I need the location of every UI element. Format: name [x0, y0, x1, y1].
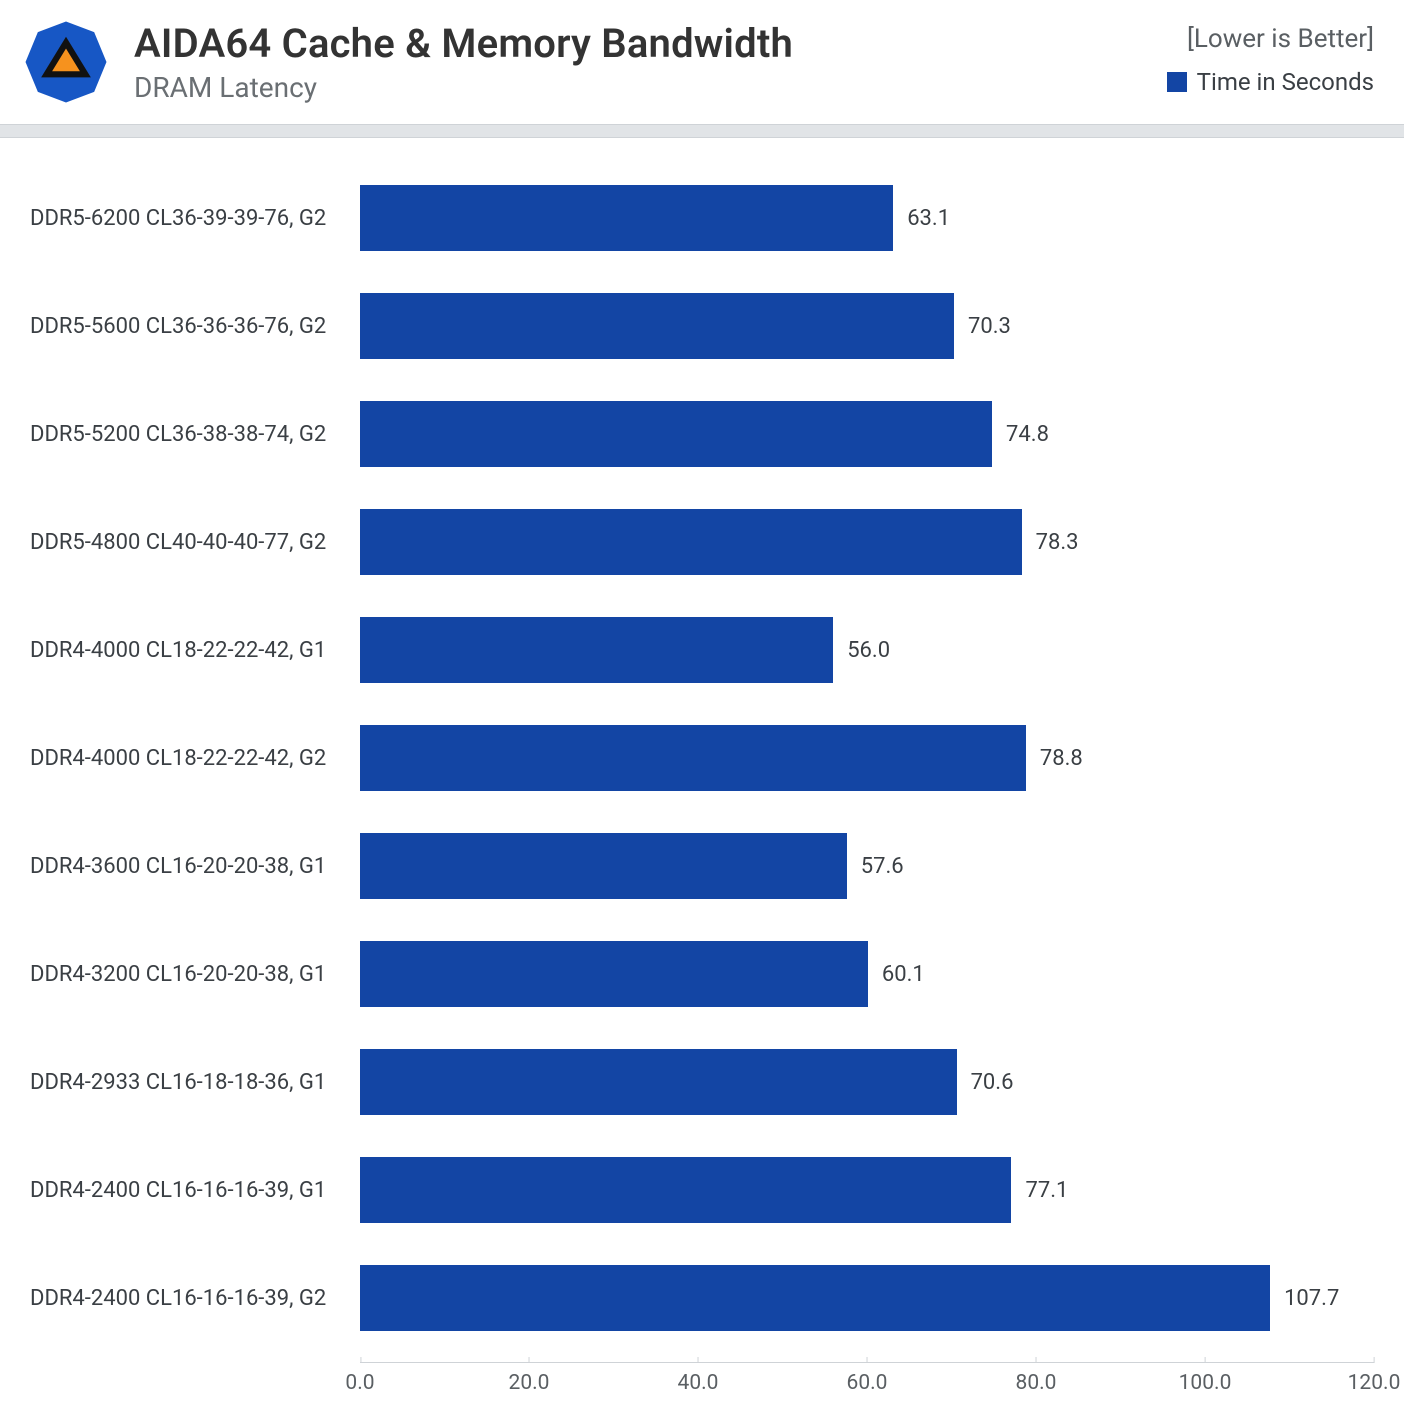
row-plot: 56.0	[360, 596, 1374, 704]
row-label: DDR4-2400 CL16-16-16-39, G1	[30, 1178, 360, 1203]
bar	[360, 509, 1022, 575]
bar	[360, 941, 868, 1007]
chart-row: DDR5-4800 CL40-40-40-77, G2 78.3	[30, 488, 1374, 596]
chart-row: DDR4-4000 CL18-22-22-42, G2 78.8	[30, 704, 1374, 812]
row-plot: 78.3	[360, 488, 1374, 596]
x-tick: 0.0	[345, 1363, 374, 1395]
row-plot: 70.3	[360, 272, 1374, 380]
chart-row: DDR5-5600 CL36-36-36-76, G2 70.3	[30, 272, 1374, 380]
value-label: 60.1	[882, 962, 925, 987]
legend-swatch-icon	[1167, 72, 1187, 92]
chart-header: AIDA64 Cache & Memory Bandwidth DRAM Lat…	[0, 0, 1404, 124]
x-tick: 120.0	[1348, 1363, 1401, 1395]
row-plot: 70.6	[360, 1028, 1374, 1136]
value-label: 70.3	[968, 314, 1011, 339]
value-label: 63.1	[907, 206, 950, 231]
site-logo-icon	[22, 18, 110, 106]
bar	[360, 833, 847, 899]
chart-subtitle: DRAM Latency	[134, 71, 1167, 104]
chart-row: DDR4-3200 CL16-20-20-38, G1 60.1	[30, 920, 1374, 1028]
x-tick: 80.0	[1016, 1363, 1057, 1395]
value-label: 77.1	[1025, 1178, 1068, 1203]
header-divider	[0, 124, 1404, 138]
row-plot: 107.7	[360, 1244, 1374, 1352]
row-label: DDR4-2933 CL16-18-18-36, G1	[30, 1070, 360, 1095]
chart-row: DDR5-5200 CL36-38-38-74, G2 74.8	[30, 380, 1374, 488]
x-tick: 20.0	[509, 1363, 550, 1395]
row-label: DDR5-5600 CL36-36-36-76, G2	[30, 314, 360, 339]
value-label: 74.8	[1006, 422, 1049, 447]
x-tick: 100.0	[1179, 1363, 1232, 1395]
row-label: DDR4-3200 CL16-20-20-38, G1	[30, 962, 360, 987]
bar	[360, 1049, 957, 1115]
chart-title: AIDA64 Cache & Memory Bandwidth	[134, 20, 1167, 67]
title-block: AIDA64 Cache & Memory Bandwidth DRAM Lat…	[134, 18, 1167, 104]
chart-row: DDR4-4000 CL18-22-22-42, G1 56.0	[30, 596, 1374, 704]
x-tick: 40.0	[678, 1363, 719, 1395]
row-plot: 78.8	[360, 704, 1374, 812]
x-tick: 60.0	[847, 1363, 888, 1395]
chart-row: DDR5-6200 CL36-39-39-76, G2 63.1	[30, 164, 1374, 272]
x-axis-row: 0.0 20.0 40.0 60.0 80.0 100.0 120.0	[0, 1362, 1404, 1420]
bar	[360, 293, 954, 359]
value-label: 56.0	[847, 638, 890, 663]
row-plot: 60.1	[360, 920, 1374, 1028]
chart-row: DDR4-2400 CL16-16-16-39, G1 77.1	[30, 1136, 1374, 1244]
logo-svg	[22, 18, 110, 106]
value-label: 57.6	[861, 854, 904, 879]
chart-row: DDR4-2933 CL16-18-18-36, G1 70.6	[30, 1028, 1374, 1136]
value-label: 70.6	[971, 1070, 1014, 1095]
chart-row: DDR4-2400 CL16-16-16-39, G2 107.7	[30, 1244, 1374, 1352]
row-label: DDR5-6200 CL36-39-39-76, G2	[30, 206, 360, 231]
row-label: DDR4-3600 CL16-20-20-38, G1	[30, 854, 360, 879]
row-plot: 74.8	[360, 380, 1374, 488]
bar	[360, 1265, 1270, 1331]
value-label: 107.7	[1284, 1286, 1339, 1311]
legend-note: [Lower is Better]	[1167, 24, 1374, 54]
legend-label: Time in Seconds	[1197, 68, 1374, 96]
bar	[360, 725, 1026, 791]
row-label: DDR5-4800 CL40-40-40-77, G2	[30, 530, 360, 555]
chart-plot-area: DDR5-6200 CL36-39-39-76, G2 63.1 DDR5-5600…	[0, 138, 1404, 1362]
row-label: DDR4-4000 CL18-22-22-42, G2	[30, 746, 360, 771]
row-label: DDR4-4000 CL18-22-22-42, G1	[30, 638, 360, 663]
legend-block: [Lower is Better] Time in Seconds	[1167, 18, 1374, 96]
row-plot: 77.1	[360, 1136, 1374, 1244]
row-label: DDR5-5200 CL36-38-38-74, G2	[30, 422, 360, 447]
row-plot: 63.1	[360, 164, 1374, 272]
chart-row: DDR4-3600 CL16-20-20-38, G1 57.6	[30, 812, 1374, 920]
row-label: DDR4-2400 CL16-16-16-39, G2	[30, 1286, 360, 1311]
value-label: 78.8	[1040, 746, 1083, 771]
bar	[360, 617, 833, 683]
bar	[360, 401, 992, 467]
value-label: 78.3	[1036, 530, 1079, 555]
row-plot: 57.6	[360, 812, 1374, 920]
legend-item: Time in Seconds	[1167, 68, 1374, 96]
bar	[360, 185, 893, 251]
x-axis: 0.020.040.060.080.0100.0120.0	[360, 1362, 1374, 1396]
bar	[360, 1157, 1011, 1223]
